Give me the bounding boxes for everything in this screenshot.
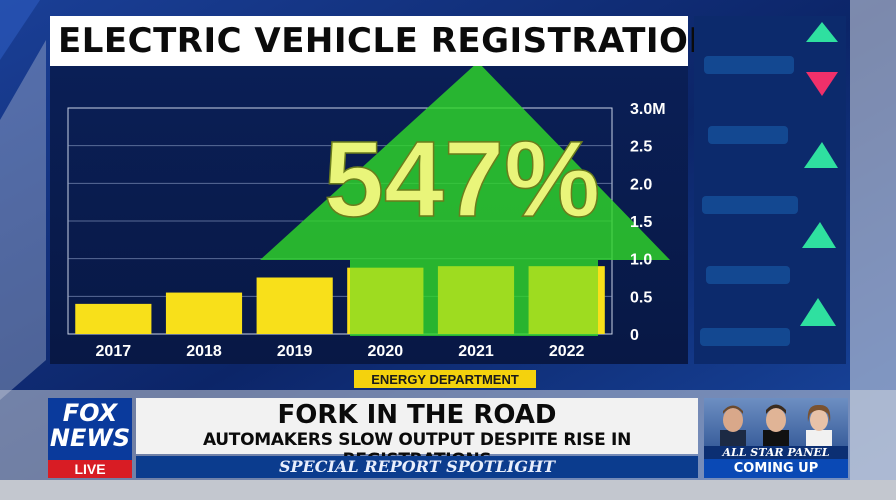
bar-highlight-2022 (528, 266, 605, 334)
logo-line2: NEWS (49, 424, 131, 452)
bar-highlight-2021 (437, 266, 515, 334)
y-tick-label: 0.5 (630, 289, 652, 306)
x-tick-label: 2020 (368, 343, 404, 360)
lower-third: FORK IN THE ROAD AUTOMAKERS SLOW OUTPUT … (136, 398, 698, 470)
source-label: ENERGY DEPARTMENT (371, 371, 519, 387)
x-tick-label: 2021 (458, 343, 494, 360)
source-label-bar: ENERGY DEPARTMENT (354, 370, 536, 388)
x-tick-label: 2018 (186, 343, 222, 360)
x-tick-label: 2017 (96, 343, 132, 360)
percent-change-annotation: 547% (324, 118, 600, 239)
up-triangle-icon (804, 142, 838, 168)
y-tick-label: 3.0M (630, 101, 666, 118)
avatar (720, 405, 746, 446)
up-arrow-icon (260, 66, 670, 336)
bar-highlight-2020 (347, 267, 424, 334)
down-triangle-icon (806, 72, 838, 96)
bar-2019 (256, 277, 333, 334)
fox-news-logo: FOX NEWS LIVE (48, 398, 132, 478)
bar-2018 (165, 292, 243, 334)
y-tick-label: 0 (630, 327, 639, 344)
y-tick-label: 2.5 (630, 139, 652, 156)
headline: FORK IN THE ROAD (277, 400, 557, 430)
up-triangle-icon (800, 298, 836, 326)
panel-label: ALL STAR PANEL (722, 446, 830, 459)
bar-2017 (75, 303, 152, 334)
y-tick-label: 1.0 (630, 252, 652, 269)
chart-title: ELECTRIC VEHICLE REGISTRATIONS (58, 21, 743, 61)
live-badge: LIVE (48, 460, 132, 478)
logo-line1: FOX (62, 399, 118, 427)
panel-promo: ALL STAR PANEL COMING UP (704, 398, 848, 478)
bar-chart: 547% 0 0.5 1.0 1.5 2.0 2.5 3.0M 2017 2018 2019 20… (50, 66, 688, 364)
x-tick-label: 2019 (277, 343, 313, 360)
avatar (806, 404, 832, 446)
y-tick-label: 1.5 (630, 214, 652, 231)
up-triangle-icon (802, 222, 836, 248)
x-tick-label: 2022 (549, 343, 585, 360)
stock-ticker-panel (694, 16, 846, 364)
avatar (763, 404, 789, 446)
chart-title-bar: ELECTRIC VEHICLE REGISTRATIONS (50, 16, 742, 66)
y-tick-label: 2.0 (630, 176, 652, 193)
segment-bar: SPECIAL REPORT SPOTLIGHT (136, 456, 698, 478)
segment-title: SPECIAL REPORT SPOTLIGHT (278, 457, 556, 476)
coming-up-label: COMING UP (704, 459, 848, 478)
up-triangle-icon (806, 22, 838, 42)
panelist-photos (704, 398, 848, 446)
